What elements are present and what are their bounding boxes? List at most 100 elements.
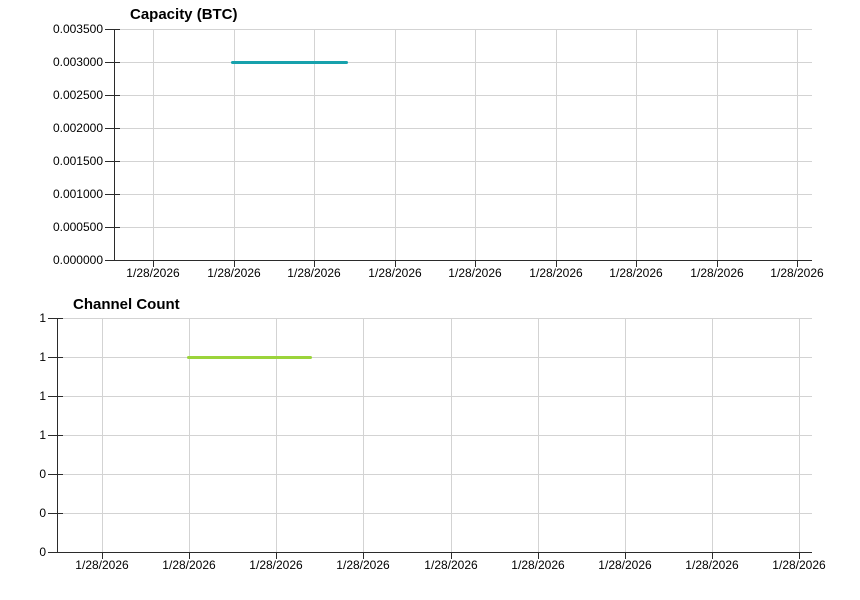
y-gridline [57,318,812,319]
y-tick-label: 0.003000 [52,55,103,69]
y-tick-label: 1 [39,311,46,325]
x-tick-label: 1/28/2026 [529,266,583,280]
channel-count-chart-title: Channel Count [73,296,180,313]
x-tick-mark [538,552,539,559]
y-gridline [57,513,812,514]
y-tick-mark [48,396,63,397]
x-gridline [189,318,190,552]
x-gridline [234,29,235,260]
x-axis-line [114,260,812,261]
x-gridline [636,29,637,260]
y-tick-mark [105,128,120,129]
y-gridline [114,95,812,96]
y-tick-mark [105,260,120,261]
y-tick-label: 0 [39,467,46,481]
x-tick-label: 1/28/2026 [126,266,180,280]
x-gridline [314,29,315,260]
y-tick-label: 0.001500 [52,154,103,168]
x-gridline [451,318,452,552]
x-tick-label: 1/28/2026 [287,266,341,280]
y-tick-label: 0 [39,545,46,559]
x-tick-mark [276,552,277,559]
x-tick-mark [556,260,557,267]
y-tick-mark [105,161,120,162]
y-tick-label: 1 [39,350,46,364]
x-tick-label: 1/28/2026 [162,558,216,572]
x-tick-mark [314,260,315,267]
x-tick-mark [395,260,396,267]
y-gridline [114,227,812,228]
y-gridline [114,62,812,63]
x-tick-mark [712,552,713,559]
y-gridline [114,128,812,129]
x-gridline [153,29,154,260]
x-gridline [102,318,103,552]
x-tick-mark [475,260,476,267]
y-tick-mark [48,552,63,553]
channel-count-series-line [187,356,312,359]
x-tick-label: 1/28/2026 [598,558,652,572]
x-tick-mark [625,552,626,559]
x-tick-mark [153,260,154,267]
y-tick-mark [48,357,63,358]
x-tick-label: 1/28/2026 [249,558,303,572]
y-tick-mark [105,95,120,96]
y-tick-label: 0.001000 [52,187,103,201]
x-gridline [625,318,626,552]
y-tick-mark [48,318,63,319]
y-tick-label: 1 [39,428,46,442]
x-tick-mark [797,260,798,267]
x-tick-mark [102,552,103,559]
y-gridline [114,29,812,30]
x-tick-mark [717,260,718,267]
x-tick-mark [363,552,364,559]
x-tick-label: 1/28/2026 [772,558,826,572]
x-tick-mark [234,260,235,267]
y-tick-label: 0.003500 [52,22,103,36]
x-tick-label: 1/28/2026 [770,266,824,280]
x-gridline [475,29,476,260]
x-gridline [363,318,364,552]
x-tick-label: 1/28/2026 [448,266,502,280]
x-tick-label: 1/28/2026 [424,558,478,572]
y-tick-label: 0.002500 [52,88,103,102]
x-tick-mark [636,260,637,267]
y-gridline [114,194,812,195]
x-tick-mark [799,552,800,559]
x-tick-label: 1/28/2026 [75,558,129,572]
y-tick-label: 1 [39,389,46,403]
y-tick-label: 0.000500 [52,220,103,234]
x-axis-line [57,552,812,553]
y-tick-mark [105,62,120,63]
x-tick-label: 1/28/2026 [609,266,663,280]
y-tick-mark [105,227,120,228]
x-tick-mark [451,552,452,559]
y-gridline [57,396,812,397]
y-tick-label: 0.002000 [52,121,103,135]
x-gridline [799,318,800,552]
x-tick-label: 1/28/2026 [336,558,390,572]
y-gridline [57,474,812,475]
x-gridline [276,318,277,552]
x-tick-label: 1/28/2026 [685,558,739,572]
x-tick-label: 1/28/2026 [690,266,744,280]
x-gridline [717,29,718,260]
x-gridline [712,318,713,552]
y-tick-mark [105,29,120,30]
capacity-chart-title: Capacity (BTC) [130,6,238,23]
y-tick-label: 0.000000 [52,253,103,267]
x-tick-label: 1/28/2026 [511,558,565,572]
x-gridline [797,29,798,260]
y-tick-mark [48,474,63,475]
y-tick-mark [48,513,63,514]
x-gridline [538,318,539,552]
y-gridline [57,435,812,436]
x-tick-mark [189,552,190,559]
y-axis-line [114,29,115,261]
y-tick-label: 0 [39,506,46,520]
y-gridline [57,357,812,358]
y-tick-mark [48,435,63,436]
x-tick-label: 1/28/2026 [368,266,422,280]
